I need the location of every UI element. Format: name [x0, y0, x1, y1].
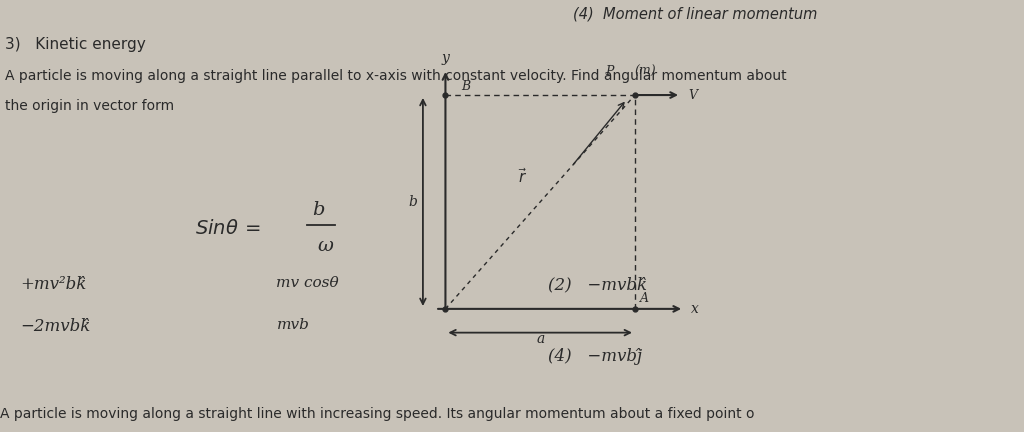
Text: the origin in vector form: the origin in vector form	[5, 99, 174, 113]
Text: A particle is moving along a straight line with increasing speed. Its angular mo: A particle is moving along a straight li…	[0, 407, 755, 421]
Text: (2)   −mvbk̂: (2) −mvbk̂	[548, 276, 647, 293]
Text: B: B	[461, 80, 470, 93]
Text: A particle is moving along a straight line parallel to x-axis with constant velo: A particle is moving along a straight li…	[5, 69, 786, 83]
Text: a: a	[536, 332, 545, 346]
Text: $Sin\theta\,=\,$: $Sin\theta\,=\,$	[195, 219, 260, 238]
Text: +mv²bk̂: +mv²bk̂	[20, 276, 87, 293]
Text: b: b	[312, 200, 325, 219]
Text: (4)  Moment of linear momentum: (4) Moment of linear momentum	[573, 6, 818, 22]
Text: x: x	[691, 302, 699, 316]
Text: $\vec{r}$: $\vec{r}$	[518, 167, 527, 186]
Text: ω: ω	[317, 237, 334, 255]
Text: mv cosθ: mv cosθ	[276, 276, 339, 290]
Text: b: b	[409, 195, 417, 209]
Text: A: A	[640, 292, 649, 305]
Text: P: P	[605, 65, 613, 78]
Text: V: V	[688, 89, 697, 102]
Text: (m): (m)	[635, 65, 656, 78]
Text: 3)   Kinetic energy: 3) Kinetic energy	[5, 37, 145, 52]
Text: (4)   −mvbĵ: (4) −mvbĵ	[548, 348, 642, 365]
Text: −2mvbk̂: −2mvbk̂	[20, 318, 91, 334]
Text: mvb: mvb	[276, 318, 309, 331]
Text: y: y	[441, 51, 450, 65]
